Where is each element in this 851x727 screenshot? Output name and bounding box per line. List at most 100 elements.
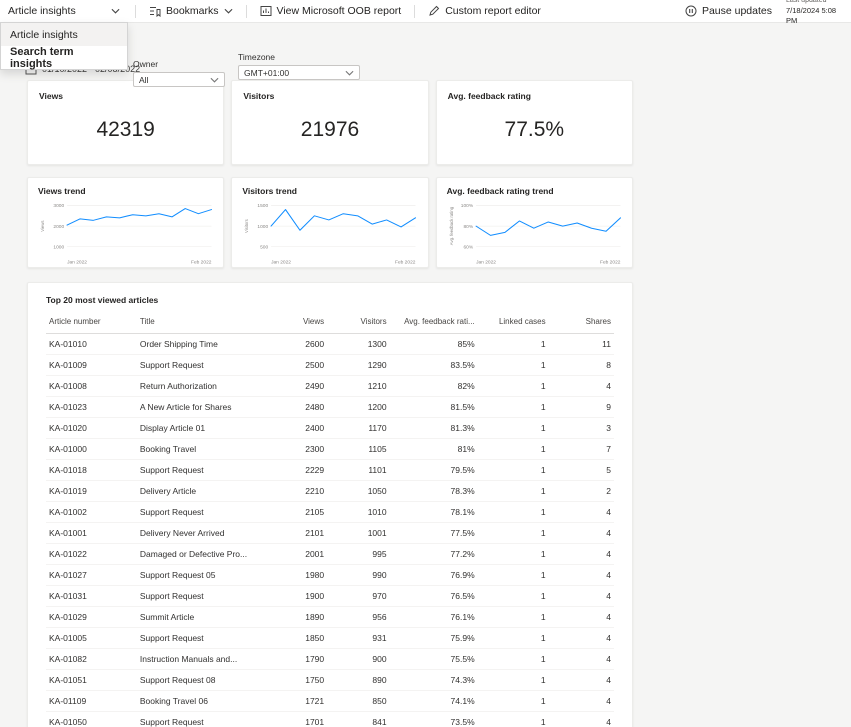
timezone-value: GMT+01:00 bbox=[244, 67, 290, 78]
table-cell: 4 bbox=[548, 585, 614, 607]
timezone-select[interactable]: GMT+01:00 bbox=[238, 65, 360, 80]
table-cell: KA-01027 bbox=[46, 564, 137, 586]
table-cell: 4 bbox=[548, 690, 614, 712]
custom-report-editor-button[interactable]: Custom report editor bbox=[420, 0, 549, 22]
table-row[interactable]: KA-01019 Delivery Article 2210 1050 78.3% 1 2 bbox=[46, 480, 614, 502]
column-header-article-number[interactable]: Article number bbox=[46, 313, 137, 334]
table-cell: 890 bbox=[327, 669, 390, 691]
table-row[interactable]: KA-01000 Booking Travel 2300 1105 81% 1 7 bbox=[46, 438, 614, 460]
kpi-value: 21976 bbox=[300, 118, 360, 141]
table-cell: 970 bbox=[327, 585, 390, 607]
column-header-avg-feedback[interactable]: Avg. feedback rati... bbox=[389, 313, 478, 334]
table-cell: 2480 bbox=[261, 396, 328, 418]
last-updated-value: 7/18/2024 5:08 PM bbox=[786, 5, 837, 25]
menu-item-search-term-insights[interactable]: Search term insights bbox=[10, 45, 74, 70]
table-cell: 2229 bbox=[261, 459, 328, 481]
table-cell: 79.5% bbox=[389, 459, 478, 481]
svg-text:Jan 2022: Jan 2022 bbox=[271, 259, 291, 265]
table-body: KA-01010 Order Shipping Time 2600 1300 85% 1 1… bbox=[46, 333, 614, 727]
table-row[interactable]: KA-01031 Support Request 1900 970 76.5% 1 4 bbox=[46, 585, 614, 607]
table-cell: 1290 bbox=[327, 354, 390, 376]
table-cell: 4 bbox=[548, 501, 614, 523]
table-cell: 4 bbox=[548, 375, 614, 397]
table-row[interactable]: KA-01029 Summit Article 1890 956 76.1% 1 4 bbox=[46, 606, 614, 628]
svg-text:500: 500 bbox=[260, 245, 268, 251]
table-cell: 2490 bbox=[261, 375, 328, 397]
table-cell: 1 bbox=[477, 690, 549, 712]
table-row[interactable]: KA-01020 Display Article 01 2400 1170 81.3% 1… bbox=[46, 417, 614, 439]
table-cell: 2101 bbox=[261, 522, 328, 544]
table-cell: KA-01018 bbox=[46, 459, 137, 481]
column-header-visitors[interactable]: Visitors bbox=[327, 313, 390, 334]
svg-text:80%: 80% bbox=[463, 224, 474, 230]
table-cell: 76.1% bbox=[389, 606, 478, 628]
visitors-trend-chart: 1500 1000 500 Jan 2022 Feb 2022 Visitors bbox=[244, 203, 417, 265]
kpi-card-views: Views 42319 bbox=[27, 80, 225, 165]
table-cell: Support Request 08 bbox=[136, 669, 262, 691]
table-cell: Support Request bbox=[136, 711, 262, 727]
pause-updates-button[interactable]: Pause updates bbox=[677, 5, 780, 17]
table-cell: KA-01082 bbox=[46, 648, 137, 670]
owner-select[interactable]: All bbox=[133, 72, 225, 87]
timezone-label: Timezone bbox=[238, 52, 276, 62]
table-cell: 931 bbox=[327, 627, 390, 649]
table-row[interactable]: KA-01109 Booking Travel 06 1721 850 74.1% 1 4 bbox=[46, 690, 614, 712]
kpi-title: Views bbox=[39, 91, 63, 101]
toolbar-divider bbox=[414, 4, 416, 18]
table-cell: 2600 bbox=[261, 333, 328, 355]
bookmarks-button[interactable]: Bookmarks bbox=[141, 0, 241, 22]
last-updated-label: Last updated bbox=[786, 0, 827, 5]
kpi-title: Avg. feedback rating bbox=[447, 91, 531, 101]
table-row[interactable]: KA-01002 Support Request 2105 1010 78.1% 1 4 bbox=[46, 501, 614, 523]
table-row[interactable]: KA-01008 Return Authorization 2490 1210 82% 1… bbox=[46, 375, 614, 397]
report-selector-menu: Article insights Search term insights bbox=[0, 22, 128, 70]
table-cell: Booking Travel bbox=[136, 438, 262, 460]
svg-text:Feb 2022: Feb 2022 bbox=[395, 259, 416, 265]
table-cell: Support Request bbox=[136, 627, 262, 649]
column-header-shares[interactable]: Shares bbox=[548, 313, 614, 334]
column-header-title[interactable]: Title bbox=[136, 313, 262, 334]
svg-text:1000: 1000 bbox=[53, 245, 64, 251]
table-cell: 1 bbox=[477, 438, 549, 460]
svg-text:Feb 2022: Feb 2022 bbox=[191, 259, 212, 265]
table-cell: 2105 bbox=[261, 501, 328, 523]
table-cell: 1001 bbox=[327, 522, 390, 544]
table-cell: 2 bbox=[548, 480, 614, 502]
table-row[interactable]: KA-01018 Support Request 2229 1101 79.5% 1 5 bbox=[46, 459, 614, 481]
owner-value: All bbox=[139, 74, 149, 85]
chevron-down-icon bbox=[210, 77, 219, 83]
table-cell: 81.5% bbox=[389, 396, 478, 418]
table-row[interactable]: KA-01009 Support Request 2500 1290 83.5% 1 8 bbox=[46, 354, 614, 376]
kpi-title: Visitors bbox=[243, 91, 275, 101]
table-cell: KA-01019 bbox=[46, 480, 137, 502]
column-header-views[interactable]: Views bbox=[261, 313, 328, 334]
table-row[interactable]: KA-01022 Damaged or Defective Pro... 2001 9… bbox=[46, 543, 614, 565]
table-row[interactable]: KA-01010 Order Shipping Time 2600 1300 85% 1 1… bbox=[46, 333, 614, 355]
menu-item-article-insights[interactable]: Article insights bbox=[1, 23, 127, 46]
table-cell: 3 bbox=[548, 417, 614, 439]
table-row[interactable]: KA-01023 A New Article for Shares 2480 1200… bbox=[46, 396, 614, 418]
table-cell: 1200 bbox=[327, 396, 390, 418]
table-cell: Support Request bbox=[136, 354, 262, 376]
column-header-linked-cases[interactable]: Linked cases bbox=[477, 313, 549, 334]
table-cell: 1170 bbox=[327, 417, 390, 439]
chart-title: Visitors trend bbox=[242, 186, 297, 196]
table-row[interactable]: KA-01005 Support Request 1850 931 75.9% 1 4 bbox=[46, 627, 614, 649]
table-cell: KA-01050 bbox=[46, 711, 137, 727]
svg-text:Avg. feedback rating: Avg. feedback rating bbox=[448, 206, 453, 245]
table-row[interactable]: KA-01051 Support Request 08 1750 890 74.3% 1 4 bbox=[46, 669, 614, 691]
view-oob-report-button[interactable]: View Microsoft OOB report bbox=[252, 0, 410, 22]
table-row[interactable]: KA-01082 Instruction Manuals and... 1790 90… bbox=[46, 648, 614, 670]
table-row[interactable]: KA-01027 Support Request 05 1980 990 76.9% 1 4 bbox=[46, 564, 614, 586]
table-row[interactable]: KA-01001 Delivery Never Arrived 2101 1001 77… bbox=[46, 522, 614, 544]
table-cell: 73.5% bbox=[389, 711, 478, 727]
owner-label: Owner bbox=[133, 59, 159, 69]
svg-text:Visitors: Visitors bbox=[244, 219, 249, 233]
report-selector-dropdown[interactable]: Article insights bbox=[0, 0, 130, 22]
table-cell: 82% bbox=[389, 375, 478, 397]
table-cell: 1790 bbox=[261, 648, 328, 670]
svg-text:3000: 3000 bbox=[53, 203, 64, 209]
table-row[interactable]: KA-01050 Support Request 1701 841 73.5% 1 4 bbox=[46, 711, 614, 727]
table-cell: 1 bbox=[477, 333, 549, 355]
table-cell: 995 bbox=[327, 543, 390, 565]
